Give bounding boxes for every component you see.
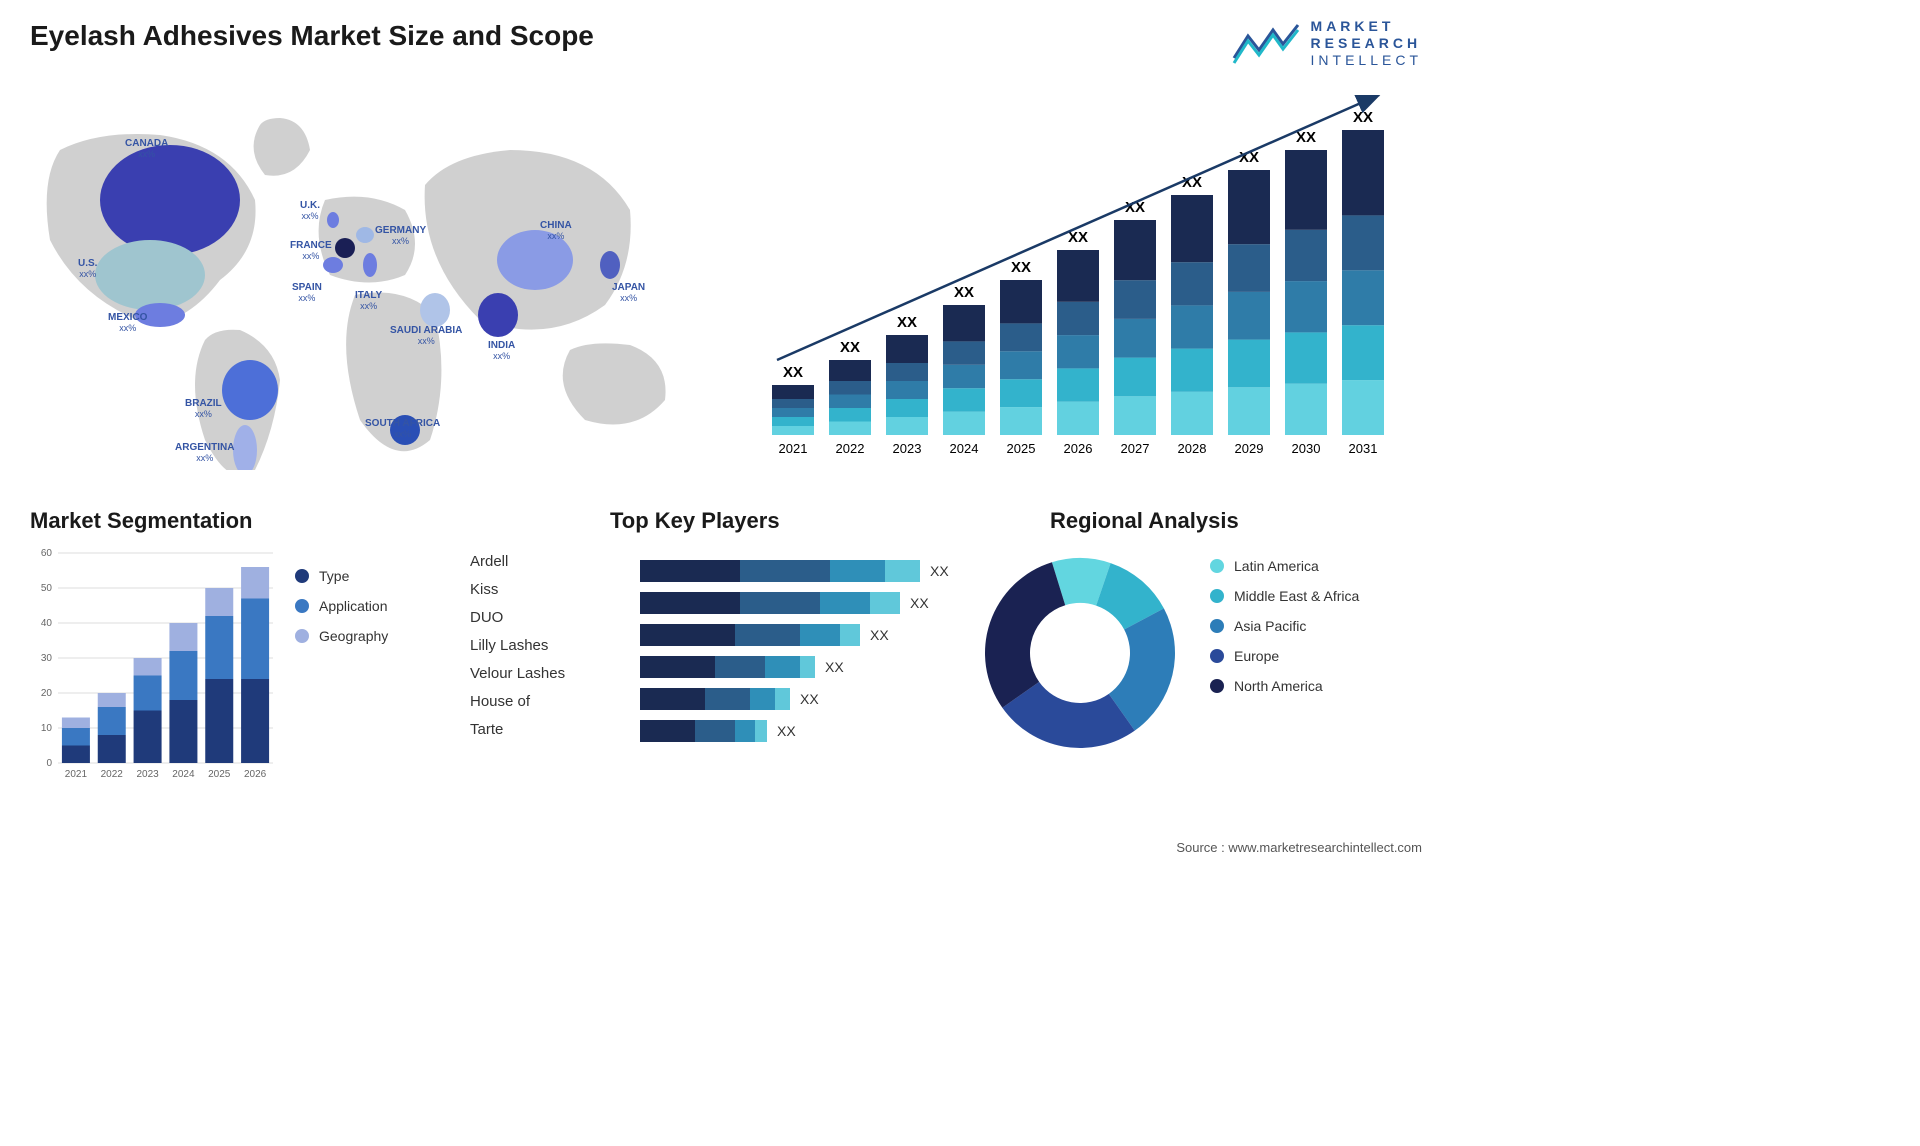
logo-line3: INTELLECT bbox=[1311, 52, 1422, 69]
segmentation-title: Market Segmentation bbox=[30, 508, 450, 534]
source-text: Source : www.marketresearchintellect.com bbox=[1176, 840, 1422, 855]
map-label: GERMANYxx% bbox=[375, 225, 426, 247]
segmentation-chart: 0 10 20 30 40 50 60 2021 2022 2023 2024 2025 2026 bbox=[30, 548, 280, 788]
player-bar-row: XX bbox=[640, 624, 949, 646]
svg-text:40: 40 bbox=[41, 618, 53, 629]
svg-text:2023: 2023 bbox=[136, 769, 159, 780]
player-name: House of bbox=[470, 688, 565, 716]
donut-svg bbox=[980, 553, 1180, 753]
svg-text:2027: 2027 bbox=[1121, 441, 1150, 456]
player-name: Ardell bbox=[470, 548, 565, 576]
player-bar-row: XX bbox=[640, 592, 949, 614]
svg-text:2021: 2021 bbox=[65, 769, 88, 780]
svg-text:2031: 2031 bbox=[1349, 441, 1378, 456]
svg-text:20: 20 bbox=[41, 688, 53, 699]
logo-line2: RESEARCH bbox=[1311, 35, 1422, 52]
region-legend-item: Middle East & Africa bbox=[1210, 588, 1359, 604]
segmentation-panel: Market Segmentation 0 10 20 30 40 50 60 2021 202… bbox=[30, 508, 450, 818]
svg-text:2025: 2025 bbox=[208, 769, 231, 780]
map-label: U.S.xx% bbox=[78, 258, 97, 280]
logo-line1: MARKET bbox=[1311, 18, 1422, 35]
player-name: Lilly Lashes bbox=[470, 632, 565, 660]
map-label: INDIAxx% bbox=[488, 340, 515, 362]
donut-chart bbox=[980, 553, 1180, 753]
map-label: FRANCExx% bbox=[290, 240, 332, 262]
page-title: Eyelash Adhesives Market Size and Scope bbox=[30, 20, 594, 52]
legend-item: Application bbox=[295, 598, 388, 614]
regional-panel: Regional Analysis Latin America Middle Ea… bbox=[980, 508, 1420, 818]
player-name: DUO bbox=[470, 604, 565, 632]
world-map-panel: CANADAxx% U.S.xx% MEXICOxx% BRAZILxx% ARGENT… bbox=[30, 90, 710, 470]
player-name: Kiss bbox=[470, 576, 565, 604]
svg-text:60: 60 bbox=[41, 548, 53, 559]
svg-text:2022: 2022 bbox=[836, 441, 865, 456]
map-label: CHINAxx% bbox=[540, 220, 572, 242]
player-bar-row: XX bbox=[640, 560, 949, 582]
map-label: SAUDI ARABIAxx% bbox=[390, 325, 462, 347]
svg-text:2024: 2024 bbox=[950, 441, 979, 456]
svg-text:2024: 2024 bbox=[172, 769, 195, 780]
svg-text:50: 50 bbox=[41, 583, 53, 594]
segmentation-svg: 0 10 20 30 40 50 60 2021 2022 2023 2024 2025 2026 bbox=[30, 548, 280, 788]
map-label: CANADAxx% bbox=[125, 138, 168, 160]
svg-text:2030: 2030 bbox=[1292, 441, 1321, 456]
region-legend-item: North America bbox=[1210, 678, 1359, 694]
svg-text:10: 10 bbox=[41, 723, 53, 734]
brand-logo: MARKET RESEARCH INTELLECT bbox=[1231, 18, 1422, 68]
growth-chart-svg: XX2021XX2022XX2023XX2024XX2025XX2026XX20… bbox=[760, 95, 1390, 465]
map-label: ARGENTINAxx% bbox=[175, 442, 234, 464]
svg-text:2029: 2029 bbox=[1235, 441, 1264, 456]
player-bar-row: XX bbox=[640, 656, 949, 678]
svg-text:XX: XX bbox=[954, 284, 974, 301]
map-label: SOUTH AFRICAxx% bbox=[365, 418, 440, 440]
svg-text:0: 0 bbox=[46, 758, 52, 769]
players-name-list: ArdellKissDUOLilly LashesVelour LashesHo… bbox=[470, 548, 565, 744]
logo-icon bbox=[1231, 20, 1301, 66]
svg-text:2026: 2026 bbox=[244, 769, 267, 780]
player-name: Velour Lashes bbox=[470, 660, 565, 688]
key-players-title: Top Key Players bbox=[610, 508, 950, 534]
growth-chart-panel: XX2021XX2022XX2023XX2024XX2025XX2026XX20… bbox=[760, 95, 1390, 465]
map-label: JAPANxx% bbox=[612, 282, 645, 304]
svg-text:XX: XX bbox=[1011, 259, 1031, 276]
svg-text:2022: 2022 bbox=[101, 769, 124, 780]
legend-item: Type bbox=[295, 568, 388, 584]
svg-text:2021: 2021 bbox=[779, 441, 808, 456]
map-label: MEXICOxx% bbox=[108, 312, 147, 334]
regional-title: Regional Analysis bbox=[1050, 508, 1420, 534]
svg-text:2026: 2026 bbox=[1064, 441, 1093, 456]
player-bar-row: XX bbox=[640, 720, 949, 742]
logo-text: MARKET RESEARCH INTELLECT bbox=[1311, 18, 1422, 68]
svg-text:2028: 2028 bbox=[1178, 441, 1207, 456]
svg-text:XX: XX bbox=[783, 364, 803, 381]
segmentation-legend: Type Application Geography bbox=[295, 568, 388, 658]
svg-text:2023: 2023 bbox=[893, 441, 922, 456]
svg-text:XX: XX bbox=[840, 339, 860, 356]
svg-text:XX: XX bbox=[897, 314, 917, 331]
region-legend: Latin America Middle East & Africa Asia Pa… bbox=[1210, 558, 1359, 708]
svg-text:2025: 2025 bbox=[1007, 441, 1036, 456]
legend-item: Geography bbox=[295, 628, 388, 644]
players-bars: XX XX XX XX XX XX bbox=[640, 560, 949, 752]
region-legend-item: Europe bbox=[1210, 648, 1359, 664]
map-label: BRAZILxx% bbox=[185, 398, 222, 420]
region-legend-item: Asia Pacific bbox=[1210, 618, 1359, 634]
map-label: ITALYxx% bbox=[355, 290, 382, 312]
player-bar-row: XX bbox=[640, 688, 949, 710]
svg-text:XX: XX bbox=[1353, 109, 1373, 126]
map-label: SPAINxx% bbox=[292, 282, 322, 304]
player-name: Tarte bbox=[470, 716, 565, 744]
key-players-panel: Top Key Players ArdellKissDUOLilly Lashe… bbox=[470, 508, 950, 818]
svg-text:30: 30 bbox=[41, 653, 53, 664]
map-label: U.K.xx% bbox=[300, 200, 320, 222]
region-legend-item: Latin America bbox=[1210, 558, 1359, 574]
